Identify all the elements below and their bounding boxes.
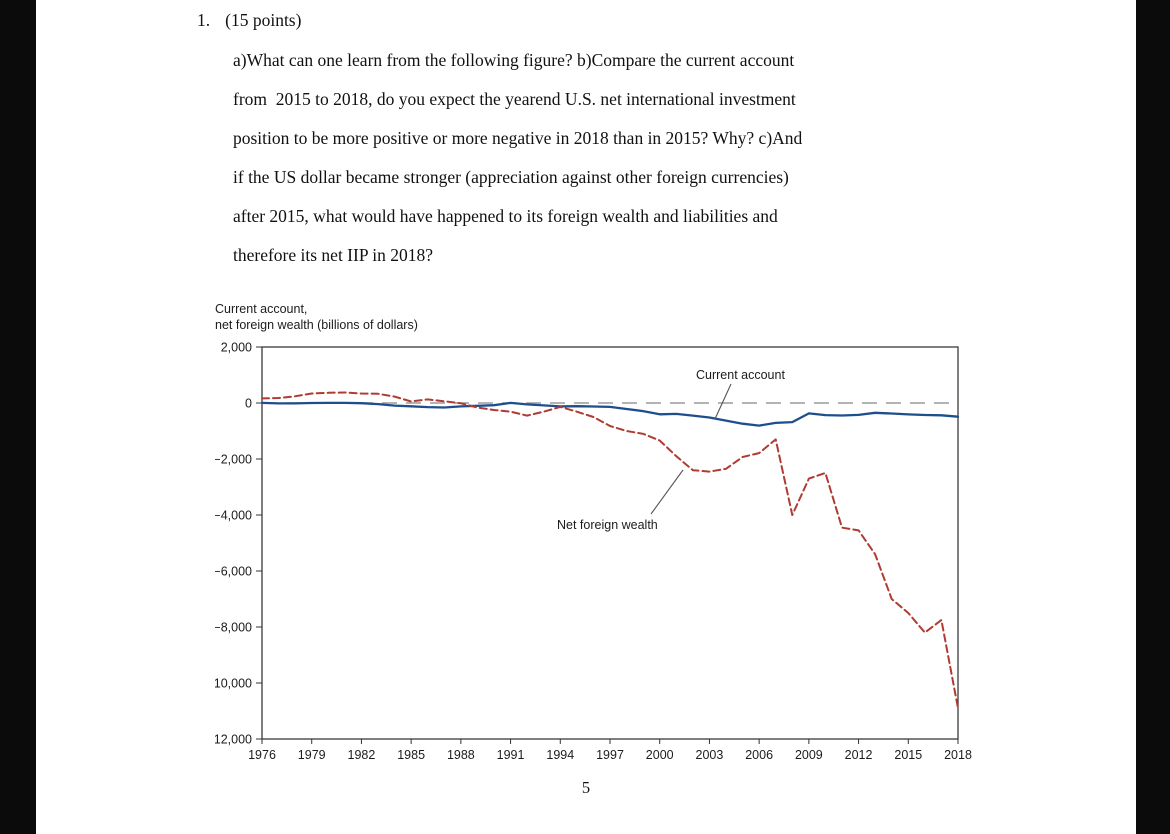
document-page: 1. (15 points) a)What can one learn from … [36, 0, 1136, 834]
question-line: a)What can one learn from the following … [233, 50, 795, 70]
x-tick-label: 1985 [397, 748, 425, 762]
x-tick-label: 1988 [447, 748, 475, 762]
y-tick-label: 2,000 [221, 341, 252, 355]
plot-area: 2,000 0 −2,000 −4,000 −6,000 −8,000 −10,000 −12… [206, 341, 972, 763]
x-tick-label: 2015 [894, 748, 922, 762]
y-tick-label: 0 [245, 397, 252, 411]
annotation-leader-current-account [714, 383, 732, 420]
series-line-net-foreign-wealth [261, 391, 959, 710]
page-number: 5 [581, 778, 591, 797]
y-tick-label: −2,000 [215, 453, 252, 467]
y-tick-label: −4,000 [215, 509, 252, 523]
question-line: after 2015, what would have happened to … [233, 206, 778, 226]
y-tick-label: −6,000 [215, 565, 252, 579]
y-tick-label: −10,000 [215, 677, 252, 691]
annotation-net-foreign-wealth: Net foreign wealth [557, 518, 658, 532]
y-axis-title-line-2: net foreign wealth (billions of dollars) [215, 318, 418, 332]
question-points: (15 points) [225, 10, 302, 30]
x-tick-label: 2003 [696, 748, 724, 762]
question-text: a)What can one learn from the following … [233, 41, 802, 275]
figure-current-account-chart: Current account, net foreign wealth (bil… [206, 300, 975, 771]
y-axis-title-line-1: Current account, [215, 302, 307, 316]
question-line: from 2015 to 2018, do you expect the yea… [233, 89, 796, 109]
x-tick-label: 2018 [944, 748, 972, 762]
x-tick-label: 2000 [646, 748, 674, 762]
x-tick-label: 1997 [596, 748, 624, 762]
x-tick-label: 2012 [845, 748, 873, 762]
x-tick-label: 1982 [348, 748, 376, 762]
annotation-current-account: Current account [696, 368, 785, 382]
question-line: therefore its net IIP in 2018? [233, 245, 434, 265]
annotation-leader-net-foreign-wealth [650, 469, 684, 515]
x-tick-label: 1991 [497, 748, 525, 762]
y-tick-label: −8,000 [215, 621, 252, 635]
x-tick-label: 1994 [546, 748, 574, 762]
series-line-current-account [260, 401, 960, 427]
question-line: if the US dollar became stronger (apprec… [233, 167, 789, 187]
question-number: 1. [197, 10, 211, 30]
question-line: position to be more positive or more neg… [233, 128, 803, 148]
question-header: 1. (15 points) [197, 10, 301, 31]
y-tick-label: −12,000 [215, 733, 252, 747]
x-tick-label: 2009 [795, 748, 823, 762]
chart-svg: Current account, net foreign wealth (bil… [206, 302, 972, 763]
x-tick-label: 1976 [248, 748, 276, 762]
x-tick-label: 2006 [745, 748, 773, 762]
x-tick-label: 1979 [298, 748, 326, 762]
